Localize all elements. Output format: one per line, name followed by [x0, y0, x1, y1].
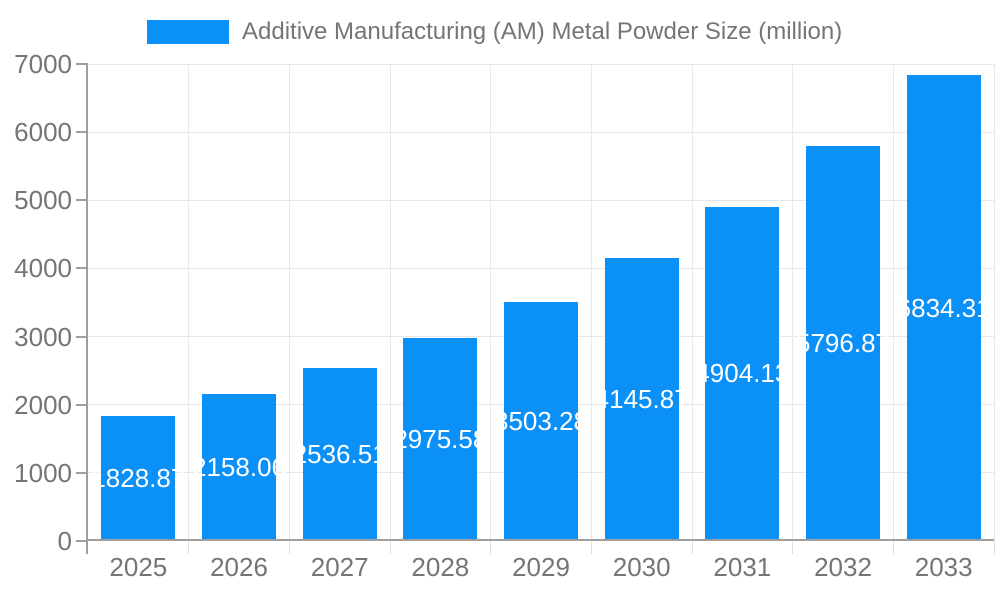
x-axis-tick	[188, 541, 190, 554]
y-axis-line	[86, 64, 88, 554]
bar-value-label: 4904.13	[695, 358, 790, 389]
bar-value-label: 4145.87	[594, 384, 689, 415]
x-axis-label: 2031	[713, 552, 772, 582]
x-axis-label: 2029	[512, 552, 570, 582]
legend-swatch[interactable]	[147, 20, 229, 44]
x-axis-tick	[691, 541, 693, 554]
bar[interactable]: 2158.06	[192, 393, 286, 541]
x-axis-tick	[490, 541, 492, 554]
x-axis-line	[88, 539, 994, 541]
x-gridline	[389, 64, 391, 541]
bar[interactable]: 3503.28	[494, 302, 588, 541]
x-axis-tick	[389, 541, 391, 554]
y-axis-label: 4000	[14, 253, 72, 284]
y-axis-label: 0	[57, 526, 72, 556]
legend-label[interactable]: Additive Manufacturing (AM) Metal Powder…	[242, 18, 843, 45]
bar-value-label: 3503.28	[494, 406, 588, 437]
x-axis-tick	[993, 541, 995, 554]
bar[interactable]: 5796.87	[796, 145, 890, 541]
bar-value-label: 2975.58	[393, 424, 488, 455]
bar[interactable]: 1828.87	[91, 416, 185, 541]
bar[interactable]: 6834.31	[897, 75, 991, 541]
x-axis-label: 2033	[914, 552, 973, 582]
x-axis-tick	[792, 541, 794, 554]
x-gridline	[490, 64, 492, 541]
y-axis-label: 5000	[14, 185, 72, 216]
y-axis-tick	[76, 403, 88, 406]
bar-value-label: 2158.06	[192, 451, 286, 482]
x-gridline	[188, 64, 190, 541]
x-axis-tick	[590, 541, 592, 554]
x-gridline	[288, 64, 290, 541]
y-axis-tick	[76, 540, 88, 542]
x-axis-tick	[892, 541, 894, 554]
bar-value-label: 1828.87	[91, 463, 186, 494]
x-axis-label: 2028	[411, 552, 470, 582]
y-gridline	[88, 199, 994, 201]
bar-value-label: 5796.87	[796, 327, 890, 358]
y-axis-label: 7000	[14, 49, 72, 79]
x-axis-label: 2026	[210, 552, 268, 582]
y-axis-tick	[76, 471, 88, 474]
x-axis-label: 2025	[109, 552, 168, 582]
x-axis-label: 2027	[310, 552, 369, 582]
y-gridline	[88, 63, 994, 65]
x-axis-label: 2032	[814, 552, 872, 582]
y-axis-label: 6000	[14, 117, 72, 148]
y-axis-tick	[76, 131, 88, 134]
legend: Additive Manufacturing (AM) Metal Powder…	[0, 0, 1000, 56]
bar[interactable]: 2975.58	[393, 338, 487, 541]
x-axis-tick	[288, 541, 290, 554]
y-axis-label: 3000	[14, 321, 72, 352]
x-gridline	[993, 64, 995, 541]
x-gridline	[691, 64, 693, 541]
bar-value-label: 6834.31	[896, 292, 991, 323]
y-axis-tick	[76, 199, 88, 202]
y-axis-tick	[76, 335, 88, 338]
bar[interactable]: 4904.13	[695, 206, 789, 541]
y-gridline	[88, 267, 994, 269]
y-axis-label: 1000	[14, 457, 72, 488]
y-gridline	[88, 131, 994, 133]
x-gridline	[590, 64, 592, 541]
x-gridline	[792, 64, 794, 541]
x-axis-label: 2030	[612, 552, 671, 582]
bar-value-label: 2536.51	[292, 439, 387, 470]
y-axis-tick	[76, 63, 88, 65]
y-axis-tick	[76, 267, 88, 270]
y-axis-label: 2000	[14, 389, 72, 420]
bar[interactable]: 2536.51	[293, 368, 387, 541]
bar[interactable]: 4145.87	[595, 258, 689, 541]
x-gridline	[892, 64, 894, 541]
